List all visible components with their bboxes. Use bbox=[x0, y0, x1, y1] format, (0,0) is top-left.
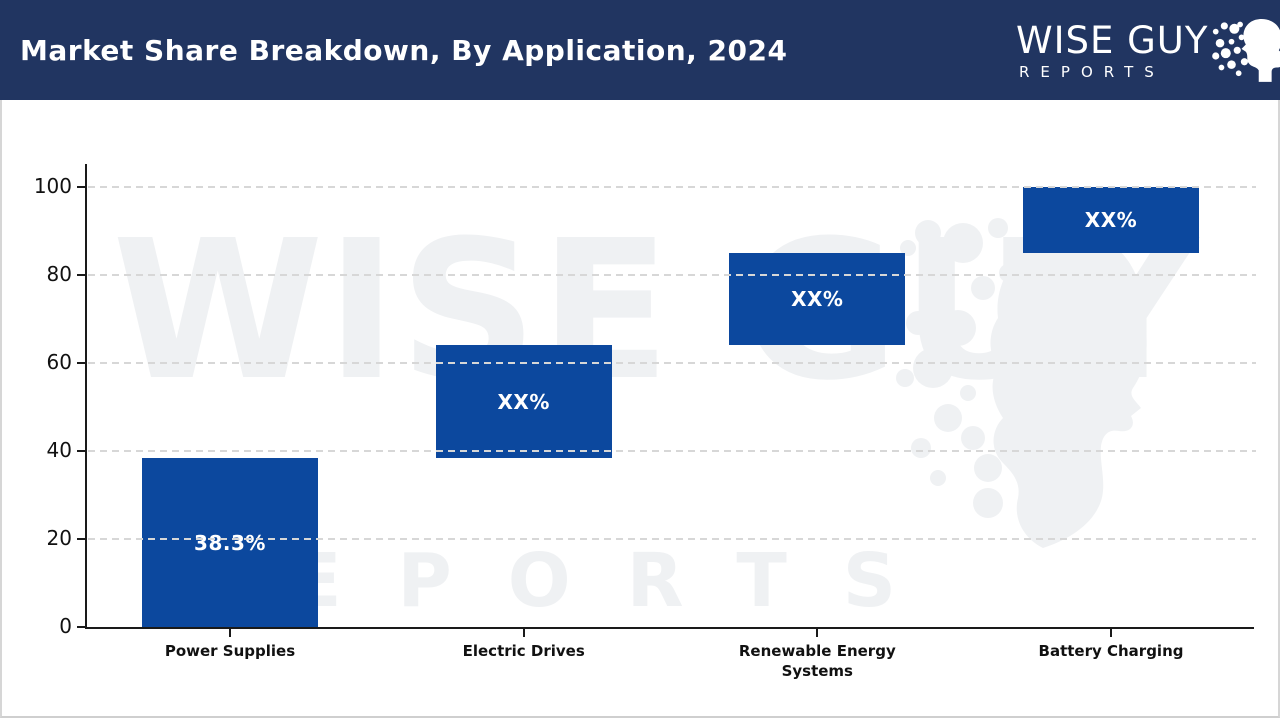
logo-subtext-reports: REPORTS bbox=[1019, 63, 1165, 81]
watermark: WISE GUY REPORTS bbox=[0, 100, 1280, 720]
y-axis bbox=[85, 164, 87, 629]
y-tick bbox=[77, 626, 85, 628]
logo-face-icon bbox=[1212, 19, 1280, 82]
x-axis-label: Electric Drives bbox=[462, 642, 585, 660]
y-axis-tick-label: 0 bbox=[59, 614, 72, 638]
gridline bbox=[88, 186, 1256, 188]
bar: 38.3% bbox=[142, 458, 318, 627]
page-title: Market Share Breakdown, By Application, … bbox=[20, 33, 788, 67]
y-tick bbox=[77, 186, 85, 188]
y-tick bbox=[77, 274, 85, 276]
y-tick bbox=[77, 450, 85, 452]
gridline bbox=[88, 274, 1256, 276]
y-axis-tick-label: 60 bbox=[46, 350, 72, 374]
x-axis-label: Renewable Energy Systems bbox=[738, 642, 896, 680]
bar-label: 38.3% bbox=[194, 530, 266, 555]
x-tick bbox=[816, 629, 819, 637]
bar-label: XX% bbox=[791, 287, 844, 312]
logo-wordmark: WISE GUY bbox=[1016, 19, 1209, 62]
bar: XX% bbox=[729, 253, 906, 346]
y-axis-tick-label: 100 bbox=[33, 174, 72, 198]
gridline bbox=[88, 362, 1256, 364]
gridline bbox=[88, 538, 1256, 540]
x-tick bbox=[1110, 629, 1112, 637]
gridline bbox=[88, 450, 1256, 452]
x-axis-label: Battery Charging bbox=[1038, 642, 1184, 660]
header: Market Share Breakdown, By Application, … bbox=[0, 0, 1280, 100]
bar: XX% bbox=[435, 345, 612, 459]
x-tick bbox=[229, 629, 231, 637]
y-tick bbox=[77, 362, 85, 364]
x-axis bbox=[85, 627, 1254, 629]
bar: XX% bbox=[1023, 187, 1199, 253]
y-axis-tick-label: 40 bbox=[46, 438, 72, 462]
y-tick bbox=[77, 538, 85, 540]
bar-label: XX% bbox=[497, 389, 550, 414]
y-axis-tick-label: 20 bbox=[46, 526, 72, 550]
logo-text: WISE GUY REPORTS bbox=[1016, 19, 1209, 82]
chart-canvas: WISE GUY REPORTS 0 20 40 60 80 100 38.3% XX% XX% bbox=[0, 100, 1280, 720]
watermark-face-icon bbox=[896, 218, 1147, 548]
bar-label: XX% bbox=[1084, 208, 1138, 232]
x-axis-label: Power Supplies bbox=[164, 642, 296, 660]
wiseguy-logo: WISE GUY REPORTS bbox=[1016, 10, 1280, 92]
y-axis-tick-label: 80 bbox=[46, 262, 72, 286]
x-tick bbox=[522, 629, 525, 637]
